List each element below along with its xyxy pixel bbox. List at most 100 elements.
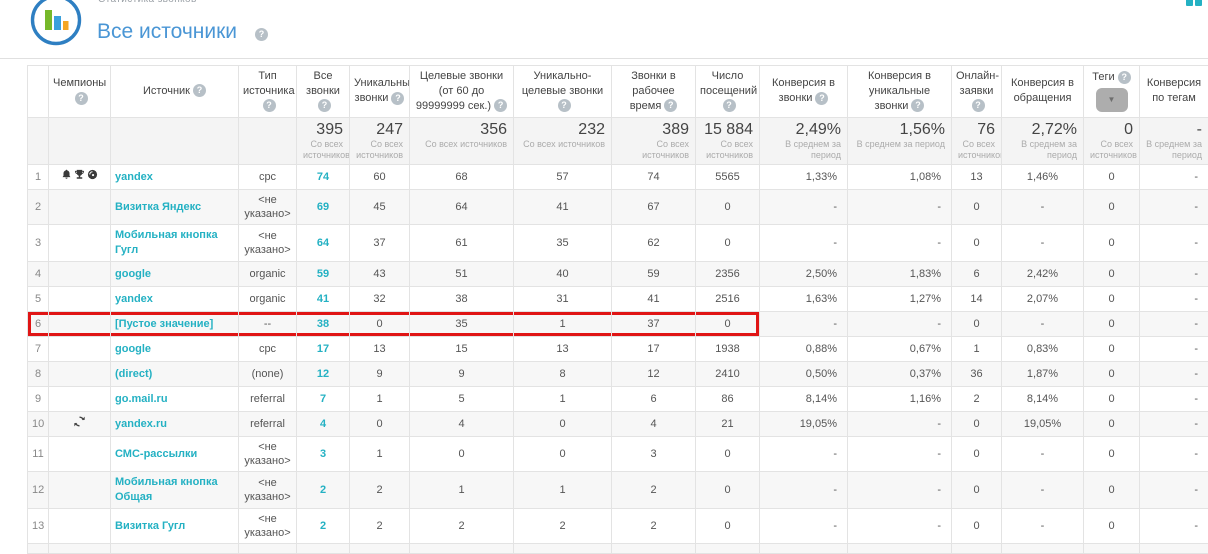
source-type-cell: referral [239, 412, 297, 437]
breadcrumb: Статистика звонков [98, 0, 197, 5]
summary-empty-cell [239, 117, 297, 165]
cell-all-calls[interactable]: 41 [297, 287, 350, 312]
col-label: Онлайн-заявки [956, 70, 999, 97]
help-icon[interactable]: ? [318, 99, 331, 112]
source-link[interactable]: (direct) [115, 368, 152, 380]
source-cell: [Пустое значение] [111, 312, 239, 337]
help-icon[interactable]: ? [815, 92, 828, 105]
help-icon[interactable]: ? [972, 99, 985, 112]
source-cell: google [111, 262, 239, 287]
help-icon[interactable]: ? [255, 28, 268, 41]
summary-caption: В среднем за период [766, 139, 841, 162]
cell-all-calls[interactable]: 69 [297, 190, 350, 225]
cell-conv-tags: - [1140, 509, 1208, 544]
champions-cell [49, 387, 111, 412]
summary-empty-cell [49, 117, 111, 165]
cell-all-calls[interactable]: 2 [297, 509, 350, 544]
source-link[interactable]: yandex [115, 293, 153, 305]
cell-all-calls[interactable]: 59 [297, 262, 350, 287]
source-link[interactable]: yandex [115, 171, 153, 183]
source-link[interactable]: Визитка Яндекс [115, 201, 201, 213]
col-header-conv-unique-calls: Конверсия в уникальные звонки? [848, 66, 952, 118]
calls-count-link[interactable]: 4 [320, 418, 326, 430]
cell-target-calls: 0 [410, 437, 514, 472]
cell-target-calls: 9 [410, 362, 514, 387]
sync-icon [73, 415, 86, 433]
calls-count-link[interactable]: 38 [317, 318, 329, 330]
cell-conv-unique-calls: - [848, 509, 952, 544]
source-link[interactable]: [Пустое значение] [115, 318, 213, 330]
help-icon[interactable]: ? [75, 92, 88, 105]
calls-count-link[interactable]: 69 [317, 201, 329, 213]
cell-target-calls: 2 [410, 509, 514, 544]
cell-tags: 0 [1084, 287, 1140, 312]
help-icon[interactable]: ? [664, 99, 677, 112]
calls-count-link[interactable]: 2 [320, 484, 326, 496]
source-link[interactable]: СМС-рассылки [115, 448, 197, 460]
cell-all-calls[interactable]: 64 [297, 225, 350, 262]
help-icon[interactable]: ? [911, 99, 924, 112]
cell-visits: 0 [696, 437, 760, 472]
help-icon[interactable]: ? [391, 92, 404, 105]
help-icon[interactable]: ? [558, 99, 571, 112]
cell-all-calls[interactable]: 38 [297, 312, 350, 337]
clipped-corner-icon[interactable] [1186, 0, 1202, 7]
source-link[interactable]: Визитка Гугл [115, 520, 185, 532]
empty-cell [111, 544, 239, 554]
cell-conv-unique-calls: - [848, 472, 952, 509]
calls-count-link[interactable]: 3 [320, 448, 326, 460]
calls-count-link[interactable]: 64 [317, 237, 329, 249]
source-link[interactable]: go.mail.ru [115, 393, 168, 405]
cell-conv-tags: - [1140, 165, 1208, 190]
source-link[interactable]: google [115, 268, 151, 280]
calls-count-link[interactable]: 59 [317, 268, 329, 280]
source-link[interactable]: google [115, 343, 151, 355]
champions-cell [49, 337, 111, 362]
champions-cell [49, 437, 111, 472]
cell-unique-calls: 43 [350, 262, 410, 287]
cell-target-calls: 68 [410, 165, 514, 190]
cell-online-leads: 0 [952, 312, 1002, 337]
calls-count-link[interactable]: 17 [317, 343, 329, 355]
help-icon[interactable]: ? [263, 99, 276, 112]
cell-all-calls[interactable]: 74 [297, 165, 350, 190]
cell-target-calls: 15 [410, 337, 514, 362]
help-icon[interactable]: ? [723, 99, 736, 112]
cell-all-calls[interactable]: 3 [297, 437, 350, 472]
cell-conv-unique-calls: - [848, 437, 952, 472]
cell-conv-tags: - [1140, 412, 1208, 437]
cell-online-leads: 14 [952, 287, 1002, 312]
cell-conv-unique-calls: 1,27% [848, 287, 952, 312]
source-link[interactable]: Мобильная кнопка Общая [115, 476, 218, 503]
cell-all-calls[interactable]: 2 [297, 472, 350, 509]
source-link[interactable]: Мобильная кнопка Гугл [115, 229, 218, 256]
calls-count-link[interactable]: 74 [317, 171, 329, 183]
calls-count-link[interactable]: 2 [320, 520, 326, 532]
cell-work-time-calls: 67 [612, 190, 696, 225]
cell-conv-tags: - [1140, 190, 1208, 225]
source-link[interactable]: yandex.ru [115, 418, 167, 430]
cell-conv-tags: - [1140, 337, 1208, 362]
help-icon[interactable]: ? [494, 99, 507, 112]
help-icon[interactable]: ? [1118, 71, 1131, 84]
calls-count-link[interactable]: 12 [317, 368, 329, 380]
col-header-target-calls: Целевые звонки (от 60 до 99999999 сек.)? [410, 66, 514, 118]
cell-target-calls: 4 [410, 412, 514, 437]
cell-unique-target-calls: 2 [514, 509, 612, 544]
cell-all-calls[interactable]: 12 [297, 362, 350, 387]
cell-unique-calls: 2 [350, 509, 410, 544]
help-icon[interactable]: ? [193, 84, 206, 97]
calls-count-link[interactable]: 41 [317, 293, 329, 305]
calls-count-link[interactable]: 7 [320, 393, 326, 405]
row-index: 4 [28, 262, 49, 287]
cell-all-calls[interactable]: 17 [297, 337, 350, 362]
cell-all-calls[interactable]: 7 [297, 387, 350, 412]
cell-unique-calls: 2 [350, 472, 410, 509]
row-index: 8 [28, 362, 49, 387]
col-label: Целевые звонки (от 60 до 99999999 сек.) [416, 70, 503, 112]
tags-dropdown-button[interactable]: ▼ [1096, 88, 1128, 112]
cell-work-time-calls: 59 [612, 262, 696, 287]
cell-all-calls[interactable]: 4 [297, 412, 350, 437]
